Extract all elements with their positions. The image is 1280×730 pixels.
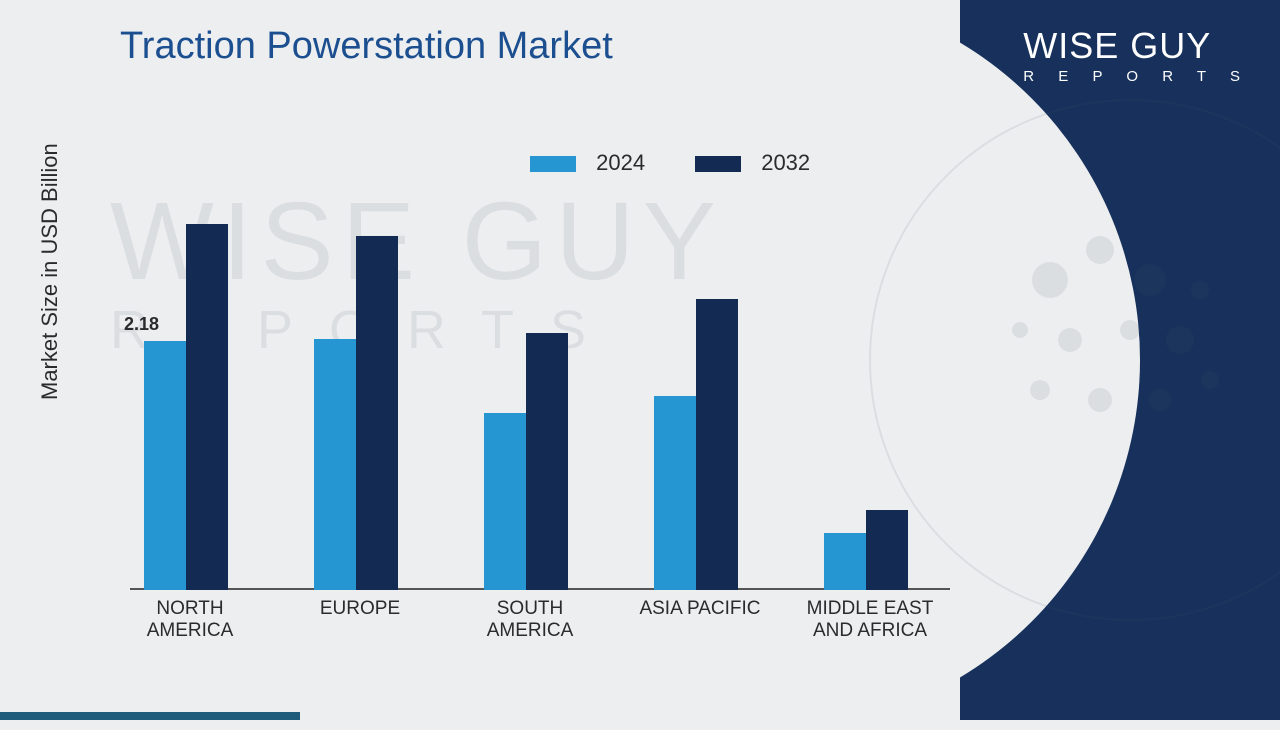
bar-series-a xyxy=(824,533,866,590)
bar-series-b xyxy=(526,333,568,590)
y-axis-label: Market Size in USD Billion xyxy=(37,143,63,400)
bar-series-a xyxy=(654,396,696,590)
bar-series-b xyxy=(866,510,908,590)
category-label: ASIA PACIFIC xyxy=(630,598,770,620)
chart-area: Market Size in USD Billion 2024 2032 2.1… xyxy=(60,150,960,650)
legend-item-a: 2024 xyxy=(530,150,645,176)
chart-title: Traction Powerstation Market xyxy=(120,25,613,68)
page: WISE GUY R E P O R T S Traction Powersta… xyxy=(0,0,1280,720)
legend-label-b: 2032 xyxy=(761,150,810,175)
bar-series-a xyxy=(484,413,526,590)
legend: 2024 2032 xyxy=(530,150,810,176)
bar-series-b xyxy=(186,224,228,590)
bar-series-a xyxy=(314,339,356,590)
bar-series-b xyxy=(356,236,398,590)
category-label: NORTH AMERICA xyxy=(120,598,260,642)
bottom-accent-bar xyxy=(0,712,300,720)
brand-logo-bottom: R E P O R T S xyxy=(1023,66,1250,87)
bar-series-b xyxy=(696,299,738,590)
bar-value-label: 2.18 xyxy=(124,314,159,335)
bar-series-a xyxy=(144,341,186,590)
legend-label-a: 2024 xyxy=(596,150,645,175)
legend-swatch-a xyxy=(530,156,576,172)
legend-swatch-b xyxy=(695,156,741,172)
legend-item-b: 2032 xyxy=(695,150,810,176)
category-label: MIDDLE EAST AND AFRICA xyxy=(800,598,940,642)
category-label: SOUTH AMERICA xyxy=(460,598,600,642)
plot-area: 2.18NORTH AMERICAEUROPESOUTH AMERICAASIA… xyxy=(130,190,950,590)
category-label: EUROPE xyxy=(290,598,430,620)
brand-logo-top: WISE GUY xyxy=(1023,28,1250,64)
brand-logo: WISE GUY R E P O R T S xyxy=(1023,28,1250,87)
